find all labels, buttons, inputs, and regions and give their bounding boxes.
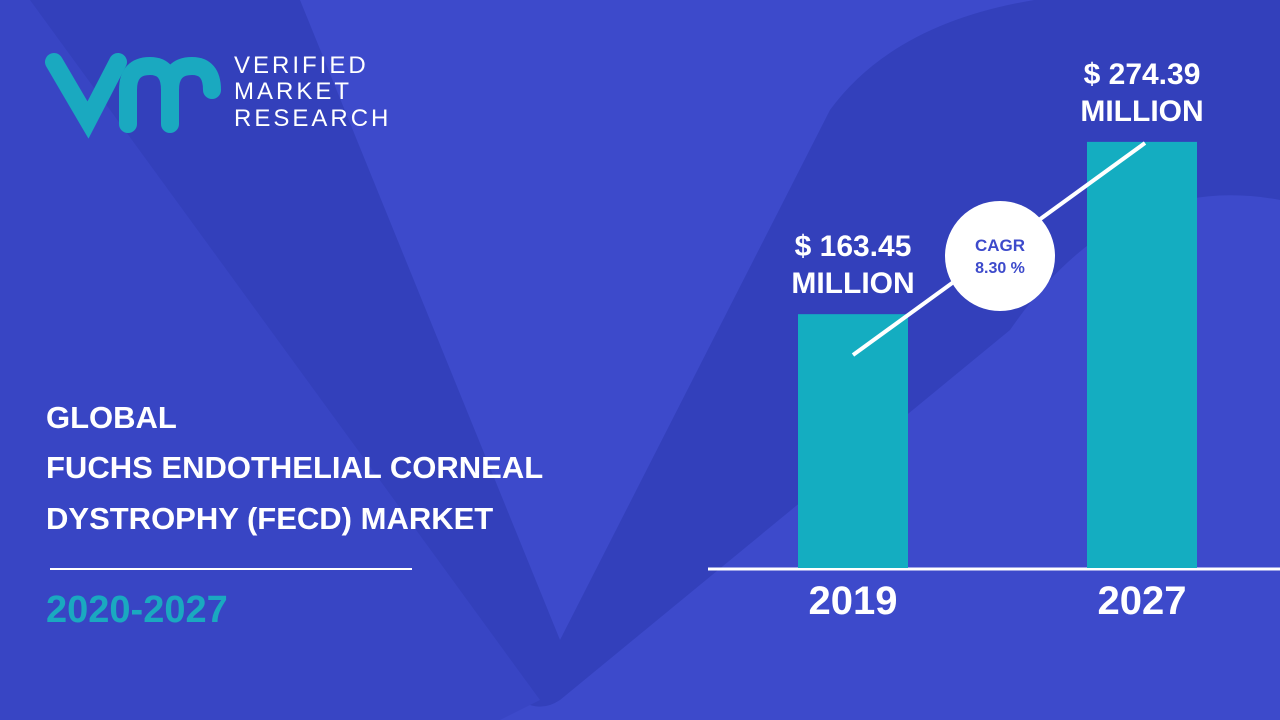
title-line: DYSTROPHY (FECD) MARKET [46,501,493,536]
value-label: $ 274.39 MILLION [1080,57,1204,128]
bar [1087,141,1197,569]
logo-mark [45,53,221,139]
cagr-label: CAGR [975,236,1025,255]
value-label: $ 163.45 MILLION [791,230,915,301]
x-tick-label: 2019 [809,579,898,623]
x-tick-label: 2027 [1098,579,1187,623]
logo-text: VERIFIED [234,52,369,79]
bars [798,141,1197,569]
logo-text: MARKET [234,78,352,105]
title-line: FUCHS ENDOTHELIAL CORNEAL [46,450,543,485]
title-line: GLOBAL [46,400,177,435]
logo-text: RESEARCH [234,105,391,132]
background-shape [0,0,540,720]
cagr-value: 8.30 % [975,260,1025,277]
bar [798,314,908,568]
cagr-circle [945,201,1055,311]
period: 2020-2027 [46,589,228,631]
